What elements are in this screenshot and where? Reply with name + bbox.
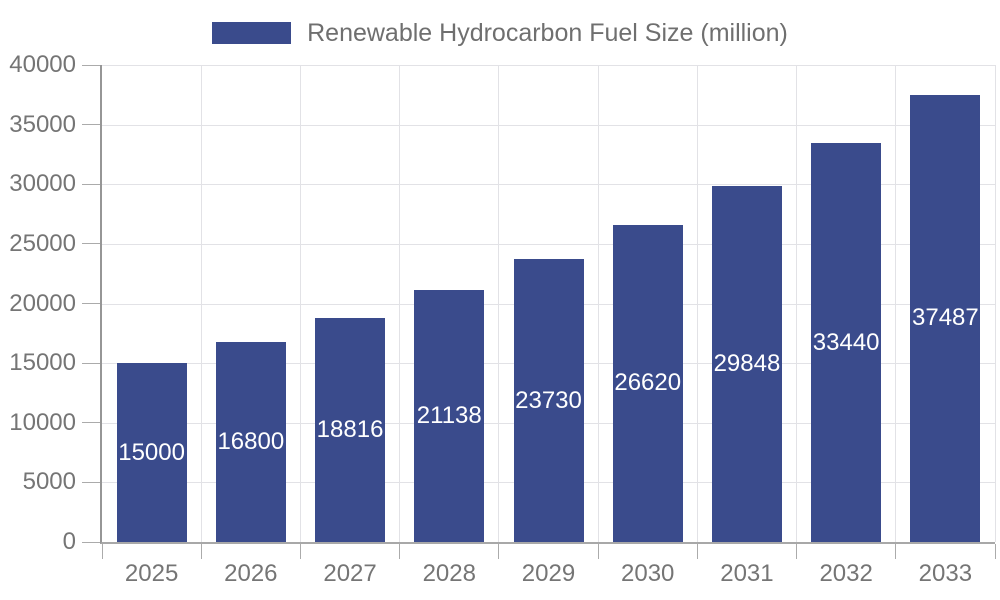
y-axis-tick <box>82 422 100 424</box>
y-axis-tick <box>82 64 100 66</box>
x-axis-tick <box>796 544 798 559</box>
y-tick-label: 25000 <box>9 229 76 257</box>
x-axis-tick <box>101 544 103 559</box>
x-tick-label: 2030 <box>621 560 675 587</box>
bar: 26620 <box>612 224 683 542</box>
bar: 15000 <box>116 363 187 542</box>
x-axis-tick <box>895 544 897 559</box>
legend-swatch <box>212 22 292 44</box>
y-axis-tick <box>82 303 100 304</box>
y-tick-label: 35000 <box>9 110 76 138</box>
gridline-v <box>994 65 996 542</box>
bar: 37487 <box>910 94 981 542</box>
y-axis-tick <box>82 183 100 185</box>
x-tick-label: 2032 <box>819 560 873 587</box>
x-tick-label: 2026 <box>224 560 278 587</box>
bar: 29848 <box>711 186 782 542</box>
bar: 21138 <box>414 289 485 542</box>
y-axis-tick <box>82 124 100 126</box>
y-axis-tick <box>82 243 100 245</box>
x-tick-label: 2029 <box>521 560 576 587</box>
plot-area: 0 5000 10000 15000 20000 25000 30000 35000 40000… <box>9 53 996 586</box>
y-tick-label: 0 <box>62 528 76 555</box>
y-tick-label: 30000 <box>9 170 76 198</box>
gridline-v <box>696 65 698 542</box>
gridline-h <box>102 65 995 66</box>
bar-value-label: 15000 <box>118 438 185 466</box>
bar-value-label: 18816 <box>316 415 384 443</box>
y-axis-tick <box>82 541 100 543</box>
x-axis-tick <box>399 544 401 559</box>
y-tick-label: 10000 <box>9 408 76 436</box>
bar-value-label: 29848 <box>713 350 781 378</box>
gridline-v <box>796 65 798 542</box>
gridline-v <box>200 65 202 542</box>
y-axis-tick <box>82 362 100 364</box>
y-tick-label: 15000 <box>9 349 76 377</box>
x-axis-tick <box>498 544 500 559</box>
gridline-h <box>102 124 995 126</box>
gridline-v <box>399 65 401 542</box>
bar-value-label: 33440 <box>812 328 880 356</box>
y-tick-label: 40000 <box>9 51 76 78</box>
x-tick-label: 2028 <box>422 560 476 587</box>
bar-value-label: 37487 <box>912 304 979 332</box>
gridline-v <box>597 65 599 542</box>
legend-label: Renewable Hydrocarbon Fuel Size (million… <box>307 18 788 47</box>
legend: Renewable Hydrocarbon Fuel Size (million… <box>0 14 1000 52</box>
gridline-v <box>895 65 897 542</box>
y-axis-tick <box>82 481 100 483</box>
gridline-h <box>102 243 995 245</box>
x-tick-label: 2027 <box>323 560 377 587</box>
y-tick-label: 20000 <box>9 289 76 317</box>
bar: 18816 <box>315 317 386 542</box>
x-axis-tick <box>299 544 301 559</box>
x-axis-tick <box>696 544 698 559</box>
gridline-h <box>102 184 995 186</box>
bar-value-label: 23730 <box>515 386 582 414</box>
bar-value-label: 16800 <box>217 427 285 455</box>
bar-value-label: 26620 <box>614 369 682 397</box>
bar-value-label: 21138 <box>416 401 482 429</box>
x-axis-tick <box>994 544 996 559</box>
x-axis-tick <box>597 544 599 559</box>
bar: 33440 <box>811 143 882 542</box>
bar: 16800 <box>215 341 286 542</box>
gridline-v <box>498 65 500 542</box>
x-axis-tick <box>200 544 202 559</box>
x-tick-label: 2031 <box>720 560 774 587</box>
bar: 23730 <box>513 259 584 542</box>
x-tick-label: 2033 <box>918 560 973 587</box>
x-tick-label: 2025 <box>124 560 179 587</box>
y-tick-label: 5000 <box>22 468 76 496</box>
gridline-v <box>299 65 301 542</box>
